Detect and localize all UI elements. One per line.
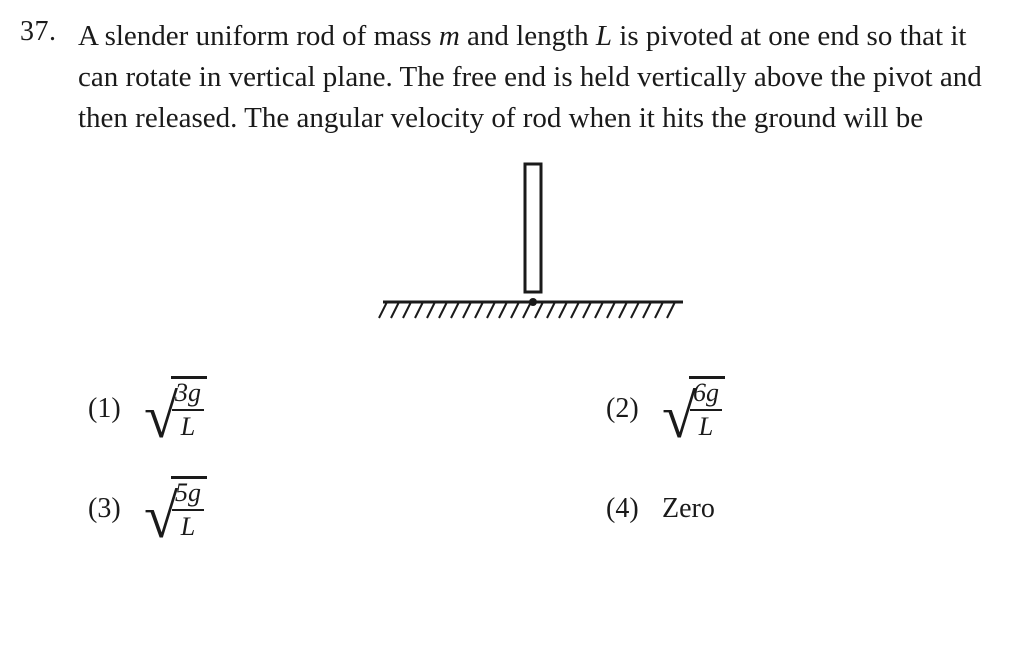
rod-shape (525, 164, 541, 292)
rod-diagram (351, 154, 711, 354)
frac-1: 3g L (172, 379, 204, 442)
problem-body: A slender uniform rod of mass m and leng… (78, 16, 984, 542)
ground-hatching (379, 302, 675, 318)
option-2-label: (2) (606, 393, 650, 425)
frac-2-num: 6g (690, 379, 722, 412)
frac-2: 6g L (690, 379, 722, 442)
frac-3-num: 5g (172, 479, 204, 512)
var-m: m (439, 20, 460, 52)
option-3-sqrt: √ 5g L (144, 476, 214, 542)
frac-3: 5g L (172, 479, 204, 542)
problem-text: A slender uniform rod of mass m and leng… (78, 16, 984, 140)
frac-3-den: L (181, 511, 195, 542)
sqrt-content-3: 5g L (171, 476, 207, 542)
frac-2-den: L (699, 411, 713, 442)
option-4-label: (4) (606, 493, 650, 525)
text-seg-2: and length (460, 20, 596, 52)
option-2: (2) √ 6g L (606, 376, 984, 442)
option-2-sqrt: √ 6g L (662, 376, 732, 442)
problem-container: 37. A slender uniform rod of mass m and … (20, 16, 984, 542)
sqrt-content-2: 6g L (689, 376, 725, 442)
sqrt-content-1: 3g L (171, 376, 207, 442)
option-1: (1) √ 3g L (88, 376, 466, 442)
problem-number: 37. (20, 16, 64, 48)
option-3-label: (3) (88, 493, 132, 525)
options-grid: (1) √ 3g L (2) √ (78, 376, 984, 542)
text-seg-1: A slender uniform rod of mass (78, 20, 439, 52)
frac-1-den: L (181, 411, 195, 442)
option-1-sqrt: √ 3g L (144, 376, 214, 442)
var-L: L (596, 20, 612, 52)
frac-1-num: 3g (172, 379, 204, 412)
option-1-label: (1) (88, 393, 132, 425)
option-3: (3) √ 5g L (88, 476, 466, 542)
option-4: (4) Zero (606, 476, 984, 542)
option-4-text: Zero (662, 493, 715, 525)
